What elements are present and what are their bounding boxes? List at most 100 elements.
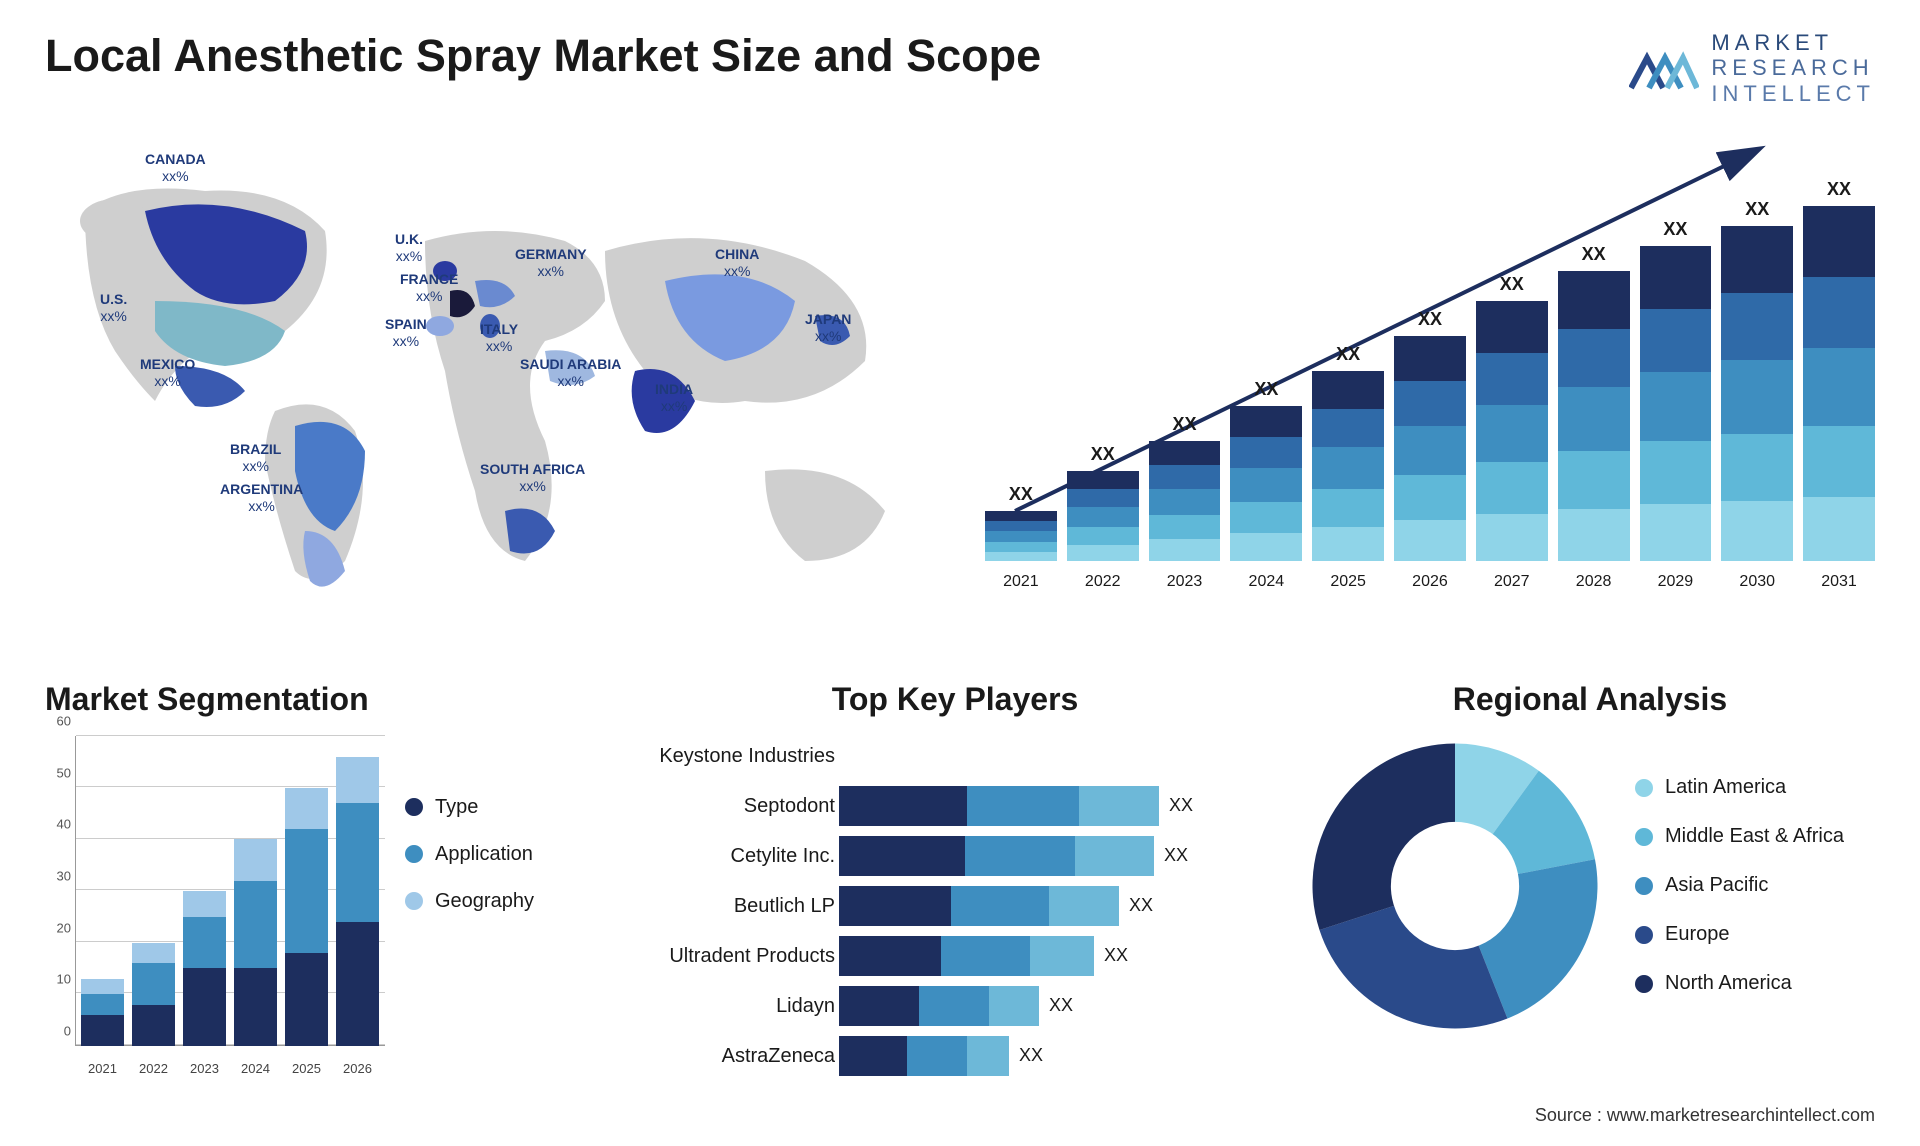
growth-bar: XX [1476,274,1548,561]
legend-item: Middle East & Africa [1635,825,1844,848]
legend-item: Geography [405,890,534,913]
player-value: XX [1104,945,1128,966]
brand-logo: MARKET RESEARCH INTELLECT [1629,30,1875,106]
growth-x-label: 2028 [1558,573,1630,591]
seg-bar [183,891,226,1046]
seg-bar [234,839,277,1046]
growth-bar: XX [1640,219,1712,561]
growth-bar-label: XX [1009,484,1033,505]
player-label: Beutlich LP [635,886,835,926]
map-label: CANADAxx% [145,151,206,185]
growth-x-label: 2029 [1640,573,1712,591]
legend-label: Middle East & Africa [1665,825,1844,848]
legend-label: Europe [1665,923,1730,946]
seg-ytick: 10 [45,972,71,987]
seg-ytick: 50 [45,765,71,780]
growth-bar: XX [1312,344,1384,561]
player-label: AstraZeneca [635,1036,835,1076]
segmentation-section: Market Segmentation 0102030405060 202120… [45,681,605,1101]
world-map-section: CANADAxx%U.S.xx%MEXICOxx%BRAZILxx%ARGENT… [45,131,945,651]
seg-bar [132,943,175,1046]
logo-icon [1629,38,1699,98]
growth-chart-section: XXXXXXXXXXXXXXXXXXXXXX 20212022202320242… [985,131,1875,651]
player-value: XX [1019,1045,1043,1066]
seg-x-label: 2022 [132,1061,175,1076]
legend-dot [1635,828,1653,846]
logo-line2: RESEARCH [1711,55,1875,80]
legend-item: Europe [1635,923,1844,946]
seg-x-label: 2021 [81,1061,124,1076]
map-label: U.K.xx% [395,231,423,265]
seg-ytick: 60 [45,713,71,728]
player-label: Keystone Industries [635,736,835,776]
legend-dot [1635,926,1653,944]
map-label: U.S.xx% [100,291,127,325]
players-section: Top Key Players Keystone Industries Septo… [635,681,1275,1101]
page-title: Local Anesthetic Spray Market Size and S… [45,30,1041,82]
growth-x-label: 2025 [1312,573,1384,591]
growth-bar: XX [1721,199,1793,561]
growth-chart: XXXXXXXXXXXXXXXXXXXXXX 20212022202320242… [985,131,1875,591]
legend-label: Application [435,843,533,866]
segmentation-title: Market Segmentation [45,681,605,718]
player-label: Ultradent Products [635,936,835,976]
seg-bar [336,757,379,1046]
regional-legend: Latin America Middle East & Africa Asia Pa… [1635,776,1844,995]
player-label: Cetylite Inc. [635,836,835,876]
seg-x-label: 2026 [336,1061,379,1076]
header: Local Anesthetic Spray Market Size and S… [45,30,1875,106]
growth-bar-label: XX [1663,219,1687,240]
map-label: ARGENTINAxx% [220,481,303,515]
legend-item: Latin America [1635,776,1844,799]
player-value: XX [1129,895,1153,916]
growth-x-label: 2024 [1230,573,1302,591]
player-row: XX [839,886,1275,926]
growth-bar-label: XX [1827,179,1851,200]
growth-bar: XX [1803,179,1875,561]
growth-x-label: 2023 [1149,573,1221,591]
seg-x-label: 2023 [183,1061,226,1076]
growth-bar: XX [1394,309,1466,561]
source-label: Source : www.marketresearchintellect.com [1535,1105,1875,1126]
players-labels: Keystone Industries Septodont Cetylite Inc… [635,736,835,1076]
player-row: XX [839,986,1275,1026]
growth-bar-label: XX [1091,444,1115,465]
player-row: XX [839,1036,1275,1076]
map-label: BRAZILxx% [230,441,281,475]
player-row: XX [839,936,1275,976]
regional-section: Regional Analysis Latin America Middle Ea… [1305,681,1875,1101]
map-label: SOUTH AFRICAxx% [480,461,585,495]
legend-label: North America [1665,972,1792,995]
growth-x-label: 2021 [985,573,1057,591]
map-label: ITALYxx% [480,321,518,355]
legend-item: Type [405,796,534,819]
growth-bar: XX [1230,379,1302,561]
legend-item: North America [1635,972,1844,995]
legend-dot [405,892,423,910]
players-title: Top Key Players [635,681,1275,718]
growth-bar-label: XX [1745,199,1769,220]
growth-bar-label: XX [1500,274,1524,295]
legend-item: Asia Pacific [1635,874,1844,897]
growth-bar-label: XX [1173,414,1197,435]
legend-dot [1635,975,1653,993]
growth-x-label: 2030 [1721,573,1793,591]
player-row [839,736,1275,776]
player-value: XX [1164,845,1188,866]
growth-bar-label: XX [1254,379,1278,400]
growth-bar-label: XX [1418,309,1442,330]
players-bars: XXXXXXXXXXXX [839,736,1275,1076]
player-value: XX [1049,995,1073,1016]
logo-text: MARKET RESEARCH INTELLECT [1711,30,1875,106]
logo-line1: MARKET [1711,30,1875,55]
legend-dot [1635,877,1653,895]
player-label: Septodont [635,786,835,826]
seg-x-label: 2025 [285,1061,328,1076]
legend-dot [405,798,423,816]
seg-x-label: 2024 [234,1061,277,1076]
map-label: SAUDI ARABIAxx% [520,356,621,390]
seg-bar [81,979,124,1046]
regional-title: Regional Analysis [1305,681,1875,718]
map-label: GERMANYxx% [515,246,587,280]
seg-ytick: 30 [45,868,71,883]
